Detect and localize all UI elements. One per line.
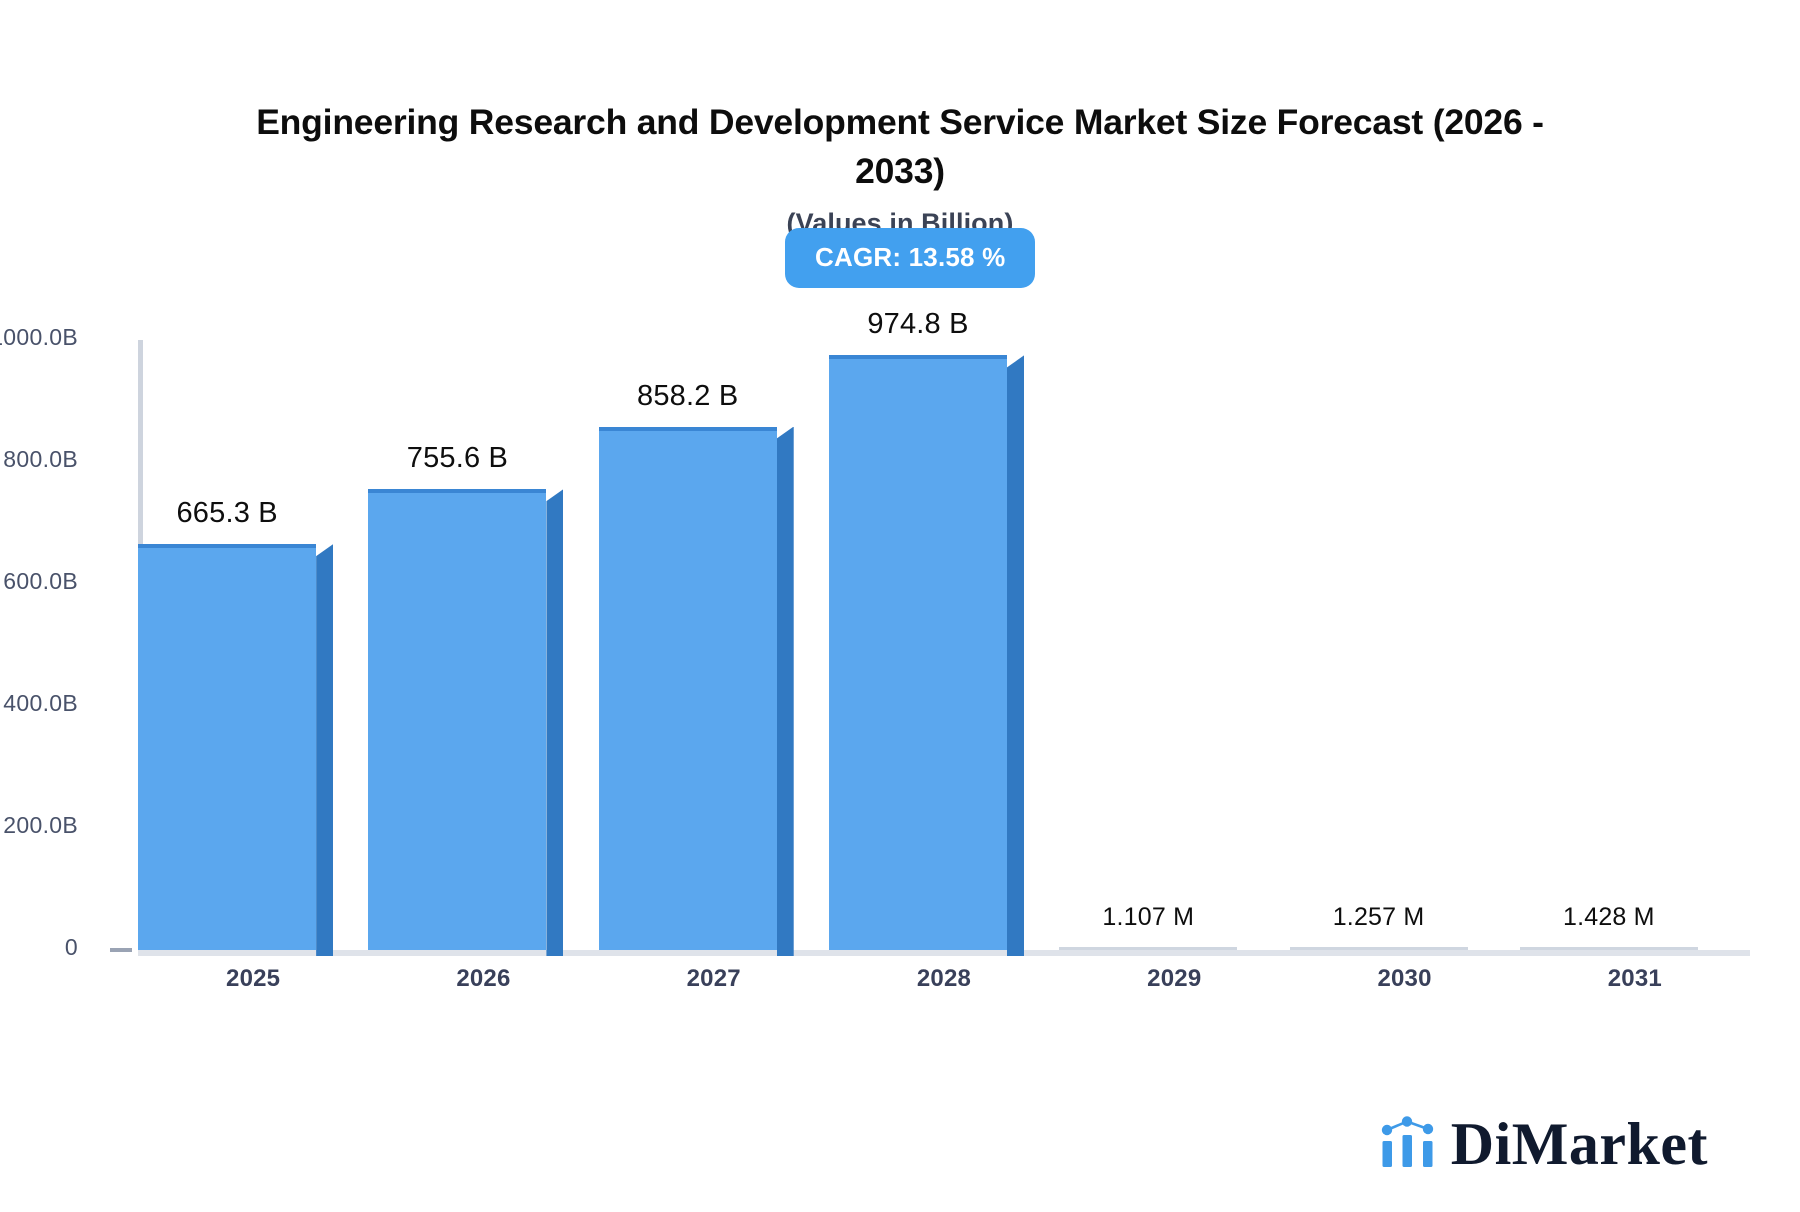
- bar-front-face: [1519, 947, 1698, 950]
- bar-side-face: [776, 426, 794, 956]
- bar-column[interactable]: 1.107 M: [1059, 340, 1238, 950]
- bar-value-label: 1.428 M: [1562, 903, 1655, 931]
- bar[interactable]: 755.6 B: [368, 442, 564, 956]
- y-axis-tick-label: 200.0B: [3, 812, 78, 838]
- title-block: Engineering Research and Development Ser…: [130, 98, 1670, 239]
- x-axis-tick-label: 2029: [1147, 965, 1202, 992]
- y-axis-tick-label: 600.0B: [3, 568, 78, 594]
- plot-area: 0 200.0B 400.0B 600.0B 800.0B 1000.0B 665.3 B…: [0, 308, 1750, 992]
- x-axis-baseline: [138, 950, 1750, 956]
- x-axis-tick-label: 2026: [456, 965, 511, 992]
- bar-value-label: 858.2 B: [637, 379, 739, 412]
- bar-column[interactable]: 755.6 B: [368, 340, 564, 956]
- bar[interactable]: 974.8 B: [829, 308, 1024, 956]
- x-axis-tick-label: 2028: [916, 965, 972, 992]
- y-axis-tick-label: 400.0B: [3, 690, 78, 716]
- bar-column[interactable]: 665.3 B: [138, 340, 334, 956]
- y-axis-tick-label: 800.0B: [3, 446, 78, 472]
- bar-column[interactable]: 1.257 M: [1289, 340, 1468, 950]
- brand-name: DiMarket: [1450, 1111, 1708, 1177]
- bar[interactable]: 665.3 B: [138, 497, 334, 956]
- bar-side-face: [546, 489, 564, 956]
- y-axis-tick-label: 1000.0B: [0, 324, 78, 350]
- bar-value-label: 1.257 M: [1332, 903, 1425, 931]
- bar-front-face: [1289, 947, 1468, 950]
- bar-value-label: 665.3 B: [176, 497, 278, 530]
- bar-column[interactable]: 974.8 B: [829, 308, 1024, 956]
- bar-group: 665.3 B 755.6 B 858.2 B 974.8 B 1.107 M 1.257…: [138, 308, 1750, 956]
- brand-logo: DiMarket: [1381, 1114, 1708, 1174]
- bar-side-face: [316, 544, 334, 956]
- x-axis-tick-label: 2031: [1607, 965, 1662, 992]
- bar-front-face: [1059, 947, 1238, 950]
- bar-side-face: [1007, 355, 1024, 956]
- x-axis-tick-label: 2027: [686, 965, 741, 992]
- bar-front-face: [598, 426, 777, 950]
- bar-value-label: 974.8 B: [867, 308, 969, 341]
- bar-front-face: [368, 489, 547, 950]
- x-axis-tick-label: 2025: [226, 965, 281, 992]
- bar-chart-icon: [1381, 1115, 1437, 1173]
- bar-value-label: 755.6 B: [406, 442, 509, 475]
- page-title: Engineering Research and Development Ser…: [256, 102, 1544, 191]
- cagr-badge: CAGR: 13.58 %: [785, 228, 1036, 288]
- y-axis-tick-label: 0: [64, 934, 78, 960]
- bar[interactable]: 858.2 B: [598, 380, 794, 956]
- bar-column[interactable]: 858.2 B: [598, 340, 794, 956]
- bar-front-face: [829, 355, 1007, 950]
- x-axis-tick-label: 2030: [1377, 965, 1432, 992]
- bar-column[interactable]: 1.428 M: [1519, 340, 1698, 950]
- bar-front-face: [138, 544, 317, 950]
- y-axis-tick-mark: [110, 948, 132, 952]
- bar-value-label: 1.107 M: [1102, 903, 1195, 931]
